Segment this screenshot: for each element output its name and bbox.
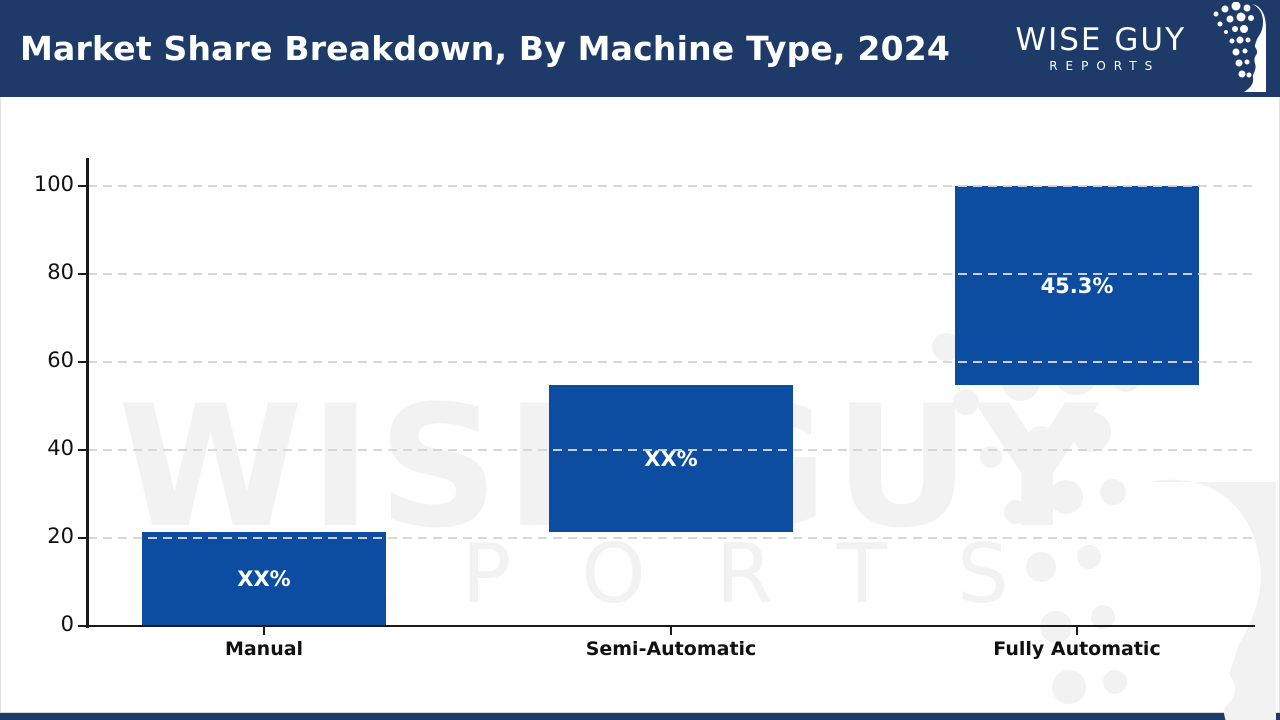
y-tick-label-80: 80 [47,260,74,284]
gridline-40 [88,449,1253,451]
y-tick-label-0: 0 [60,612,74,636]
bar-value-label-manual: XX% [237,566,291,591]
y-tick-label-100: 100 [33,172,74,196]
y-axis-line [86,158,89,628]
x-tick-manual [263,627,265,635]
logo-head-dots-icon [1192,1,1266,96]
header: Market Share Breakdown, By Machine Type,… [0,0,1280,97]
y-tick-label-60: 60 [47,348,74,372]
x-tick-label-semi-automatic: Semi-Automatic [585,638,757,660]
y-tick-60 [78,361,86,363]
logo-wordmark: WISE GUY [1015,22,1186,59]
y-tick-100 [78,185,86,187]
gridline-100 [88,185,1253,187]
x-tick-semi-automatic [670,627,672,635]
x-axis-line [86,624,1255,627]
x-tick-label-manual: Manual [224,638,304,660]
bar-fully-automatic: 45.3% [955,186,1199,386]
bar-manual: XX% [142,531,386,626]
bar-semi-automatic: XX% [549,385,793,532]
y-tick-label-20: 20 [47,524,74,548]
x-tick-label-fully-automatic: Fully Automatic [993,638,1161,660]
y-tick-0 [78,625,86,627]
chart-title: Market Share Breakdown, By Machine Type,… [20,29,951,68]
logo-text: WISE GUY REPORTS [1015,24,1186,73]
gridline-60 [88,361,1253,363]
logo-subtitle: REPORTS [1049,58,1161,73]
footer-hairline [0,712,1280,713]
gridline-20 [88,537,1253,539]
y-tick-80 [78,273,86,275]
wise-guy-logo: WISE GUY REPORTS [1015,1,1266,96]
footer-bar [0,713,1280,720]
y-tick-40 [78,449,86,451]
gridline-80 [88,273,1253,275]
y-tick-label-40: 40 [47,436,74,460]
x-tick-fully-automatic [1076,627,1078,635]
bar-value-label-fully-automatic: 45.3% [1040,273,1114,298]
y-tick-20 [78,537,86,539]
